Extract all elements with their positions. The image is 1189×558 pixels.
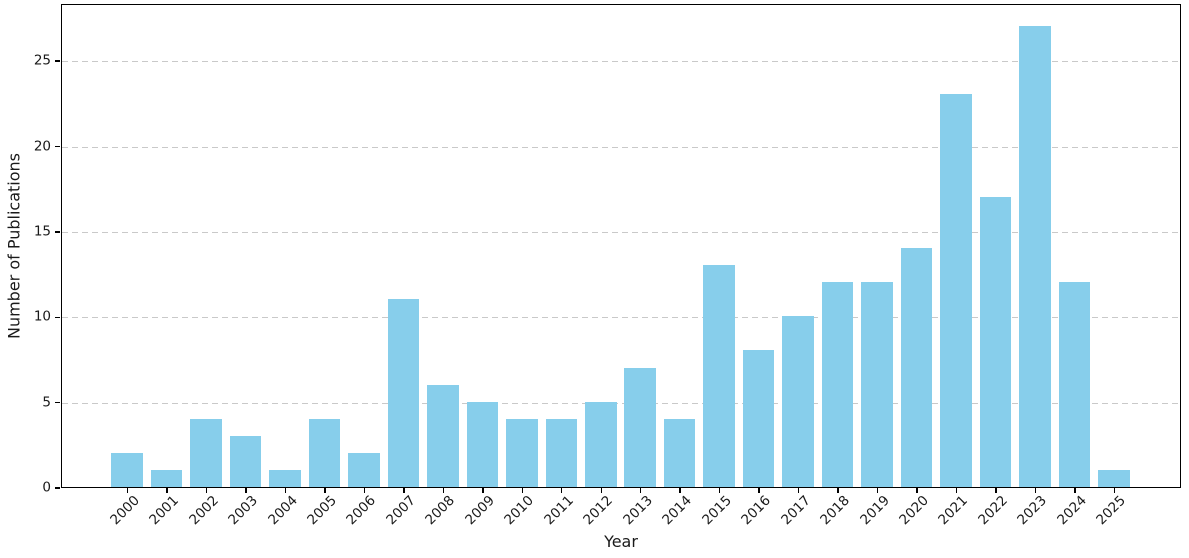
- gridline-y-5: [62, 402, 1180, 404]
- y-tick-mark-20: [55, 145, 60, 148]
- x-tick-mark-2019: [876, 488, 879, 493]
- x-tick-mark-2008: [442, 488, 445, 493]
- bar-2008: [427, 384, 459, 487]
- y-tick-mark-25: [55, 60, 60, 62]
- x-tick-mark-2015: [718, 488, 721, 493]
- x-tick-mark-2013: [640, 488, 642, 493]
- x-tick-mark-2001: [166, 488, 168, 493]
- x-tick-mark-2009: [482, 488, 484, 493]
- y-tick-label-25: 25: [33, 52, 51, 69]
- x-tick-mark-2005: [324, 488, 326, 493]
- y-tick-label-15: 15: [33, 223, 51, 240]
- x-tick-mark-2025: [1113, 488, 1115, 493]
- bar-2010: [506, 418, 538, 487]
- bar-2006: [348, 452, 380, 487]
- x-tick-mark-2014: [679, 488, 681, 493]
- x-tick-mark-2003: [245, 488, 247, 493]
- x-tick-mark-2024: [1074, 488, 1076, 493]
- x-tick-mark-2004: [284, 488, 287, 493]
- y-tick-mark-15: [55, 231, 60, 233]
- x-tick-mark-2021: [955, 488, 958, 493]
- gridline-y-15: [62, 231, 1180, 234]
- y-tick-label-0: 0: [42, 479, 51, 496]
- y-tick-label-5: 5: [42, 393, 51, 410]
- y-tick-mark-5: [55, 401, 60, 404]
- bar-2021: [940, 94, 972, 487]
- x-tick-mark-2002: [205, 488, 208, 493]
- x-tick-mark-2000: [127, 488, 129, 493]
- x-tick-mark-2006: [363, 488, 366, 493]
- bar-2012: [584, 401, 617, 487]
- bar-2009: [466, 401, 499, 487]
- bar-2015: [703, 265, 735, 487]
- bar-2024: [1058, 282, 1091, 487]
- bar-2003: [229, 435, 262, 487]
- bar-2016: [742, 350, 775, 487]
- bar-2002: [190, 418, 222, 487]
- bar-2001: [150, 469, 183, 487]
- bar-2020: [900, 248, 933, 487]
- x-tick-mark-2012: [600, 488, 602, 493]
- bar-2014: [663, 418, 696, 487]
- x-tick-mark-2011: [561, 488, 563, 493]
- bar-2022: [979, 196, 1012, 487]
- x-tick-mark-2023: [1034, 488, 1037, 493]
- gridline-y-10: [62, 317, 1180, 319]
- x-tick-mark-2016: [758, 488, 760, 493]
- x-tick-mark-2018: [837, 488, 839, 493]
- x-tick-mark-2017: [797, 488, 800, 493]
- gridline-y-25: [62, 61, 1180, 63]
- plot-area: [61, 4, 1181, 488]
- y-tick-label-10: 10: [33, 308, 51, 325]
- bar-2000: [111, 452, 143, 487]
- bar-2007: [387, 299, 420, 487]
- bar-2005: [308, 418, 341, 487]
- x-tick-mark-2007: [403, 488, 405, 493]
- bar-2017: [782, 316, 814, 487]
- y-tick-mark-10: [55, 316, 60, 318]
- y-tick-label-20: 20: [33, 137, 51, 154]
- x-axis-label: Year: [604, 532, 638, 551]
- bar-2023: [1019, 26, 1051, 487]
- bar-2018: [821, 282, 854, 487]
- bar-2004: [269, 469, 301, 487]
- x-tick-mark-2022: [995, 488, 997, 493]
- x-tick-mark-2020: [916, 488, 918, 493]
- y-tick-mark-0: [55, 487, 60, 489]
- bar-2013: [624, 367, 656, 487]
- bar-2019: [861, 282, 893, 487]
- gridline-y-20: [62, 146, 1180, 148]
- bar-2011: [545, 418, 578, 487]
- x-tick-mark-2010: [521, 488, 524, 493]
- bar-2025: [1098, 469, 1130, 487]
